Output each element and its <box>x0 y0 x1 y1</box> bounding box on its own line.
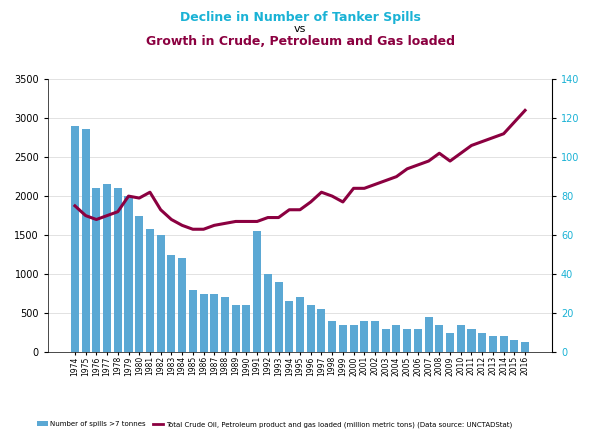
Bar <box>489 337 497 352</box>
Bar <box>467 329 476 352</box>
Bar <box>317 309 325 352</box>
Bar <box>478 333 486 352</box>
Legend: Number of spills >7 tonnes, Total Crude Oil, Petroleum product and gas loaded (m: Number of spills >7 tonnes, Total Crude … <box>34 418 515 430</box>
Bar <box>167 255 175 352</box>
Bar <box>446 333 454 352</box>
Bar <box>371 321 379 352</box>
Bar <box>296 297 304 352</box>
Bar <box>232 305 240 352</box>
Bar <box>178 258 186 352</box>
Bar <box>414 329 422 352</box>
Bar <box>457 325 465 352</box>
Bar <box>124 196 133 352</box>
Bar <box>82 129 89 352</box>
Bar <box>382 329 390 352</box>
Bar <box>210 293 218 352</box>
Bar <box>221 297 229 352</box>
Bar <box>103 184 111 352</box>
Bar <box>275 282 283 352</box>
Bar <box>360 321 368 352</box>
Bar <box>157 235 164 352</box>
Bar <box>264 274 272 352</box>
Bar <box>339 325 347 352</box>
Bar <box>307 305 315 352</box>
Text: Decline in Number of Tanker Spills: Decline in Number of Tanker Spills <box>179 11 421 24</box>
Bar <box>500 337 508 352</box>
Bar <box>436 325 443 352</box>
Bar <box>350 325 358 352</box>
Bar <box>114 188 122 352</box>
Bar <box>200 293 208 352</box>
Bar <box>92 188 100 352</box>
Bar <box>253 231 261 352</box>
Bar <box>425 317 433 352</box>
Bar <box>71 126 79 352</box>
Bar <box>511 340 518 352</box>
Bar <box>328 321 336 352</box>
Bar <box>242 305 250 352</box>
Bar <box>285 301 293 352</box>
Text: vs: vs <box>294 24 306 34</box>
Text: Growth in Crude, Petroleum and Gas loaded: Growth in Crude, Petroleum and Gas loade… <box>146 35 455 48</box>
Bar <box>189 290 197 352</box>
Bar <box>403 329 411 352</box>
Bar <box>521 342 529 352</box>
Bar <box>146 229 154 352</box>
Bar <box>135 216 143 352</box>
Bar <box>392 325 400 352</box>
